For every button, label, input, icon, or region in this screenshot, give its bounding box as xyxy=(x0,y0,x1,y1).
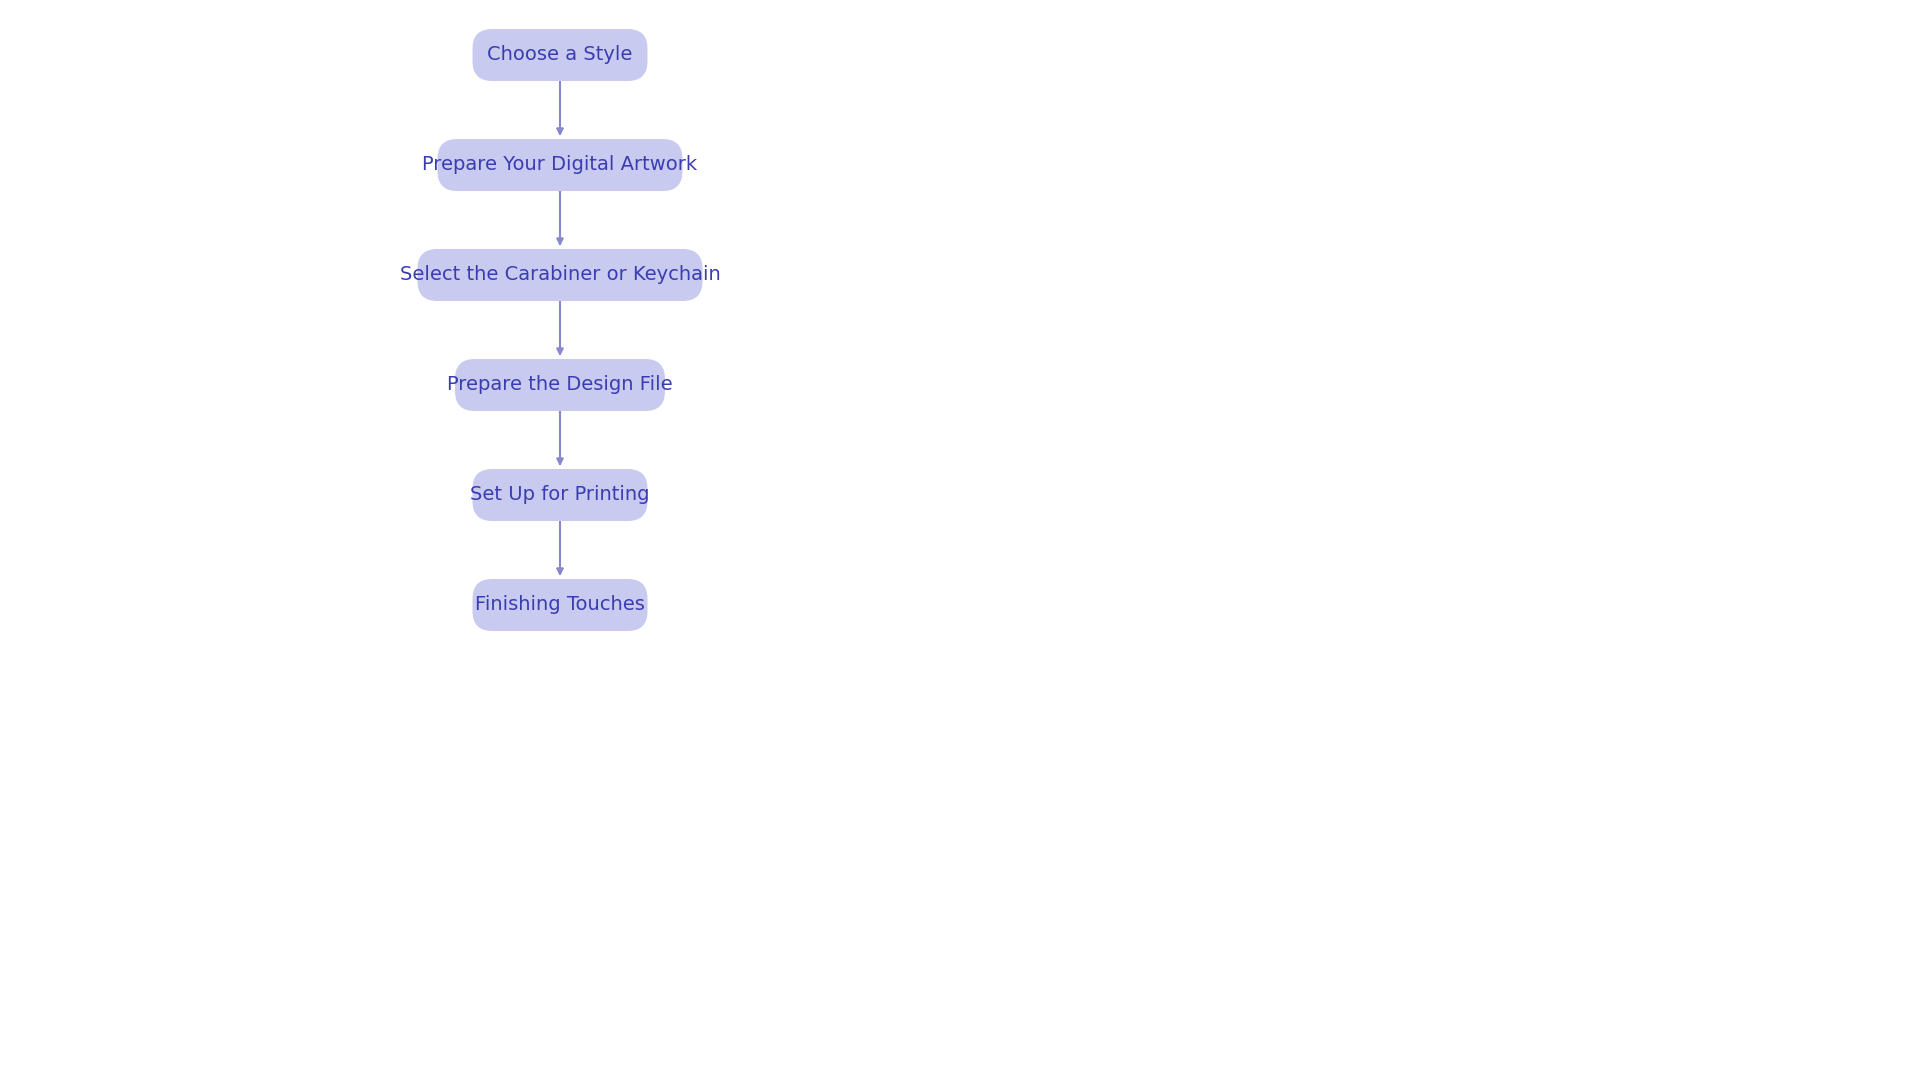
Text: Prepare the Design File: Prepare the Design File xyxy=(447,376,672,394)
Text: Set Up for Printing: Set Up for Printing xyxy=(470,485,649,505)
Text: Prepare Your Digital Artwork: Prepare Your Digital Artwork xyxy=(422,156,697,174)
FancyBboxPatch shape xyxy=(472,579,647,631)
FancyBboxPatch shape xyxy=(455,358,664,412)
Text: Choose a Style: Choose a Style xyxy=(488,45,634,65)
FancyBboxPatch shape xyxy=(472,29,647,81)
FancyBboxPatch shape xyxy=(438,139,682,191)
Text: Finishing Touches: Finishing Touches xyxy=(474,596,645,614)
Text: Select the Carabiner or Keychain: Select the Carabiner or Keychain xyxy=(399,265,720,285)
FancyBboxPatch shape xyxy=(417,249,703,301)
FancyBboxPatch shape xyxy=(472,469,647,521)
